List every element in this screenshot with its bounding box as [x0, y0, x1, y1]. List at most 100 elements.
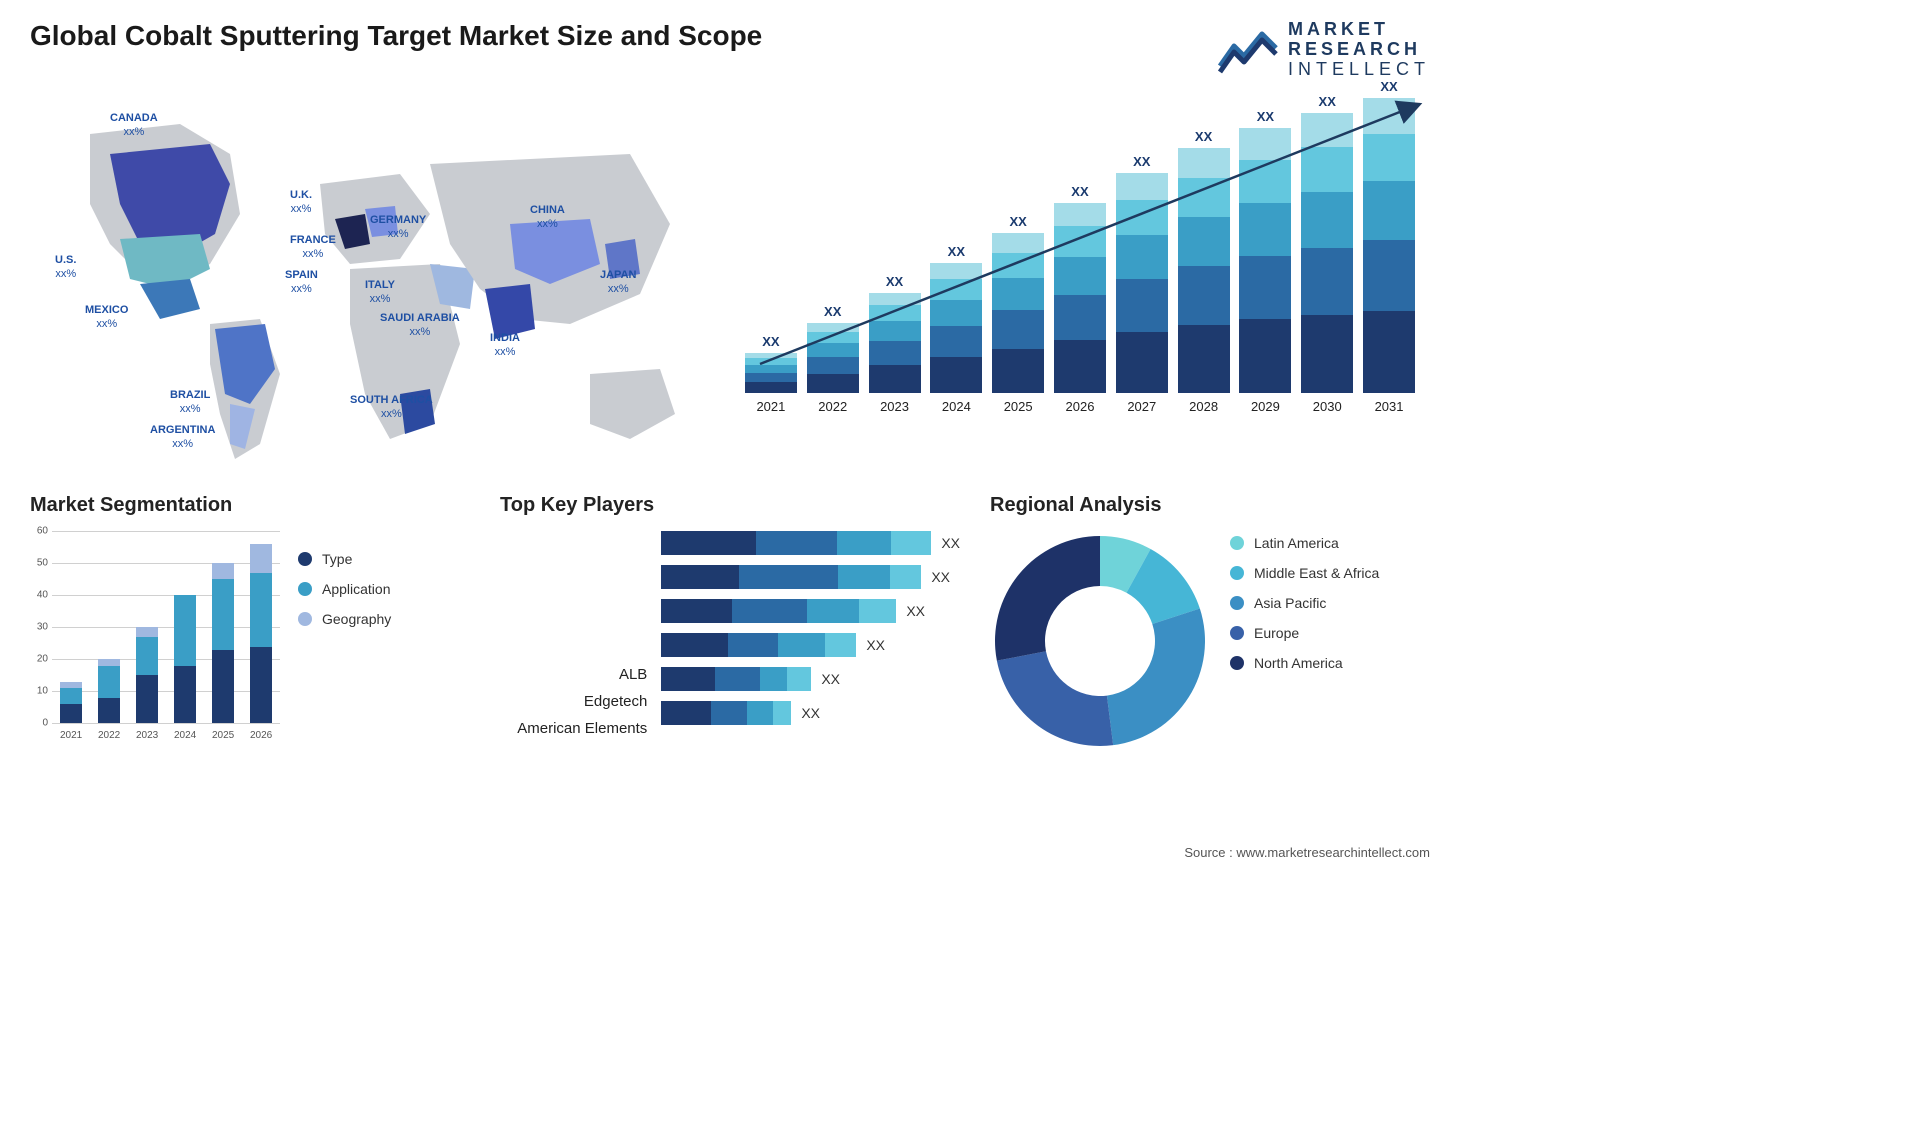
legend-swatch-icon	[1230, 536, 1244, 550]
regional-legend: Latin America Middle East & Africa Asia Pa…	[1230, 531, 1379, 671]
growth-bar-year: 2021	[756, 399, 785, 414]
logo-mark-icon	[1218, 26, 1278, 74]
players-chart: XX XX XX XX XX XX	[661, 531, 960, 725]
legend-item: Latin America	[1230, 535, 1379, 551]
segmentation-chart: 0102030405060 202120222023202420252026	[30, 531, 280, 741]
growth-bar-year: 2024	[942, 399, 971, 414]
growth-bar-value: XX	[824, 304, 841, 319]
legend-swatch-icon	[1230, 656, 1244, 670]
player-label: ALB	[619, 666, 647, 683]
growth-bar-year: 2027	[1127, 399, 1156, 414]
growth-bar-year: 2028	[1189, 399, 1218, 414]
donut-slice	[997, 652, 1113, 747]
segmentation-bar	[250, 544, 272, 723]
legend-swatch-icon	[298, 582, 312, 596]
donut-slice	[1107, 609, 1205, 746]
map-country-label: INDIAxx%	[490, 332, 520, 358]
player-bar-row: XX	[661, 599, 960, 623]
player-bar-row: XX	[661, 531, 960, 555]
growth-bar: XX 2022	[807, 304, 859, 414]
logo-line3: INTELLECT	[1288, 60, 1430, 80]
map-country-label: U.S.xx%	[55, 254, 76, 280]
growth-bar: XX 2027	[1116, 154, 1168, 414]
source-text: Source : www.marketresearchintellect.com	[1184, 845, 1430, 860]
legend-item: Application	[298, 581, 391, 597]
map-country-label: JAPANxx%	[600, 269, 636, 295]
brand-logo: MARKET RESEARCH INTELLECT	[1218, 20, 1430, 79]
legend-swatch-icon	[298, 552, 312, 566]
legend-label: Latin America	[1254, 535, 1339, 551]
player-bar-row: XX	[661, 633, 960, 657]
growth-bar: XX 2024	[930, 244, 982, 414]
map-country-label: ARGENTINAxx%	[150, 424, 215, 450]
legend-label: Geography	[322, 611, 391, 627]
players-title: Top Key Players	[500, 494, 960, 517]
growth-bar-year: 2031	[1375, 399, 1404, 414]
map-country-label: SPAINxx%	[285, 269, 318, 295]
legend-label: Europe	[1254, 625, 1299, 641]
logo-line2: RESEARCH	[1288, 40, 1430, 60]
growth-bar-year: 2023	[880, 399, 909, 414]
legend-label: Asia Pacific	[1254, 595, 1326, 611]
players-panel: Top Key Players ALB Edgetech American Elem…	[500, 494, 960, 751]
growth-bar: XX 2021	[745, 334, 797, 414]
legend-label: Middle East & Africa	[1254, 565, 1379, 581]
growth-bar: XX2023	[869, 274, 921, 414]
player-bar-value: XX	[941, 535, 960, 551]
growth-bar-year: 2030	[1313, 399, 1342, 414]
growth-bar-value: XX	[948, 244, 965, 259]
growth-bar: XX2028	[1178, 129, 1230, 414]
legend-item: Europe	[1230, 625, 1379, 641]
legend-item: Geography	[298, 611, 391, 627]
growth-bar-year: 2025	[1004, 399, 1033, 414]
map-country-label: SOUTH AFRICAxx%	[350, 394, 433, 420]
legend-item: Asia Pacific	[1230, 595, 1379, 611]
legend-item: Type	[298, 551, 391, 567]
regional-donut-chart	[990, 531, 1210, 751]
player-label: Edgetech	[584, 693, 647, 710]
segmentation-legend: Type Application Geography	[298, 531, 391, 741]
legend-swatch-icon	[298, 612, 312, 626]
growth-bar: XX2029	[1239, 109, 1291, 414]
growth-bar-value: XX	[1071, 184, 1088, 199]
logo-line1: MARKET	[1288, 20, 1430, 40]
growth-bar-value: XX	[1133, 154, 1150, 169]
player-bar-value: XX	[821, 671, 840, 687]
page-title: Global Cobalt Sputtering Target Market S…	[30, 20, 762, 52]
growth-bar: XX 2026	[1054, 184, 1106, 414]
growth-arrow-icon	[740, 94, 1440, 154]
legend-swatch-icon	[1230, 566, 1244, 580]
segmentation-bar	[174, 595, 196, 723]
growth-bar-value: XX	[1380, 79, 1397, 94]
donut-slice	[995, 536, 1100, 661]
legend-label: North America	[1254, 655, 1343, 671]
player-label: American Elements	[517, 720, 647, 737]
player-bar-value: XX	[906, 603, 925, 619]
growth-bar-value: XX	[762, 334, 779, 349]
growth-bar: XX2025	[992, 214, 1044, 414]
player-bar-row: XX	[661, 701, 960, 725]
map-country-label: SAUDI ARABIAxx%	[380, 312, 460, 338]
regional-panel: Regional Analysis Latin AmericaMiddle Ea…	[990, 494, 1430, 751]
legend-item: Middle East & Africa	[1230, 565, 1379, 581]
map-country-label: BRAZILxx%	[170, 389, 210, 415]
segmentation-panel: Market Segmentation 0102030405060 202120…	[30, 494, 470, 751]
player-bar-row: XX	[661, 565, 960, 589]
segmentation-bar	[98, 659, 120, 723]
legend-swatch-icon	[1230, 596, 1244, 610]
player-bar-value: XX	[801, 705, 820, 721]
map-country-label: CHINAxx%	[530, 204, 565, 230]
growth-bar-year: 2022	[818, 399, 847, 414]
map-country-label: GERMANYxx%	[370, 214, 426, 240]
players-labels: ALB Edgetech American Elements	[500, 531, 647, 741]
segmentation-title: Market Segmentation	[30, 494, 470, 517]
segmentation-bar	[60, 682, 82, 724]
player-bar-value: XX	[866, 637, 885, 653]
player-bar-value: XX	[931, 569, 950, 585]
legend-item: North America	[1230, 655, 1379, 671]
legend-label: Application	[322, 581, 391, 597]
growth-bar-year: 2026	[1066, 399, 1095, 414]
map-country-label: ITALYxx%	[365, 279, 395, 305]
growth-bar-year: 2029	[1251, 399, 1280, 414]
player-bar-row: XX	[661, 667, 960, 691]
